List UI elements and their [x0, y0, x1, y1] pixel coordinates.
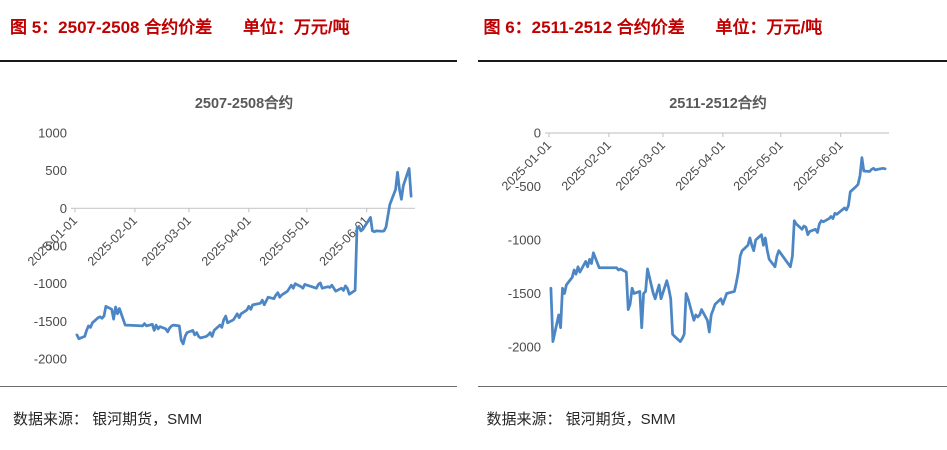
- x-tick-label: 2025-06-01: [790, 138, 845, 193]
- y-tick-label: 0: [533, 126, 540, 141]
- y-tick-label: -1000: [507, 233, 540, 248]
- x-tick-label: 2025-03-01: [612, 138, 667, 193]
- figure6-caption: 图 6：2511-2512 合约价差 单位：万元/吨: [474, 0, 947, 60]
- figure5-caption: 图 5：2507-2508 合约价差 单位：万元/吨: [0, 0, 474, 60]
- x-tick-label: 2025-04-01: [199, 214, 254, 269]
- chart-title: 2507-2508合约: [195, 94, 293, 112]
- x-tick-label: 2025-05-01: [257, 214, 312, 269]
- figure6-caption-title: 图 6：2511-2512 合约价差: [483, 18, 685, 37]
- y-tick-label: -1500: [507, 286, 540, 301]
- figure5-caption-unit: 单位：万元/吨: [242, 18, 350, 37]
- x-tick-label: 2025-05-01: [730, 138, 785, 193]
- y-tick-label: 1000: [38, 126, 67, 141]
- price-spread-line: [549, 156, 886, 343]
- x-tick-label: 2025-02-01: [85, 214, 140, 269]
- figure5-panel: 图 5：2507-2508 合约价差 单位：万元/吨 2025-01-01 202…: [0, 0, 474, 428]
- chart-title: 2511-2512合约: [669, 94, 767, 112]
- y-tick-label: -500: [41, 239, 67, 254]
- figure5-bottom-divider: [0, 386, 457, 387]
- y-tick-label: -2000: [507, 340, 540, 355]
- figure5-source: 数据来源： 银河期货，SMM: [13, 411, 203, 428]
- y-tick-label: 500: [45, 163, 67, 178]
- x-tick-label: 2025-06-01: [317, 214, 372, 269]
- figure6-caption-unit: 单位：万元/吨: [715, 18, 823, 37]
- figure6-source: 数据来源： 银河期货，SMM: [486, 411, 676, 428]
- x-tick-label: 2025-02-01: [558, 138, 613, 193]
- y-tick-label: 0: [60, 201, 67, 216]
- figure6-panel: 图 6：2511-2512 合约价差 单位：万元/吨 2025-01-01 202…: [474, 0, 947, 450]
- y-tick-label: -1000: [34, 276, 67, 291]
- price-spread-line: [75, 167, 413, 346]
- figure5-top-divider: [0, 60, 457, 62]
- x-tick-label: 2025-03-01: [139, 214, 194, 269]
- figure6-bottom-divider: [477, 386, 947, 387]
- y-tick-label: -500: [514, 179, 540, 194]
- figure5-caption-title: 图 5：2507-2508 合约价差: [10, 18, 213, 37]
- figure6-top-divider: [477, 60, 947, 62]
- y-tick-label: -1500: [34, 314, 67, 329]
- x-tick-label: 2025-04-01: [672, 138, 727, 193]
- y-tick-label: -2000: [34, 352, 67, 367]
